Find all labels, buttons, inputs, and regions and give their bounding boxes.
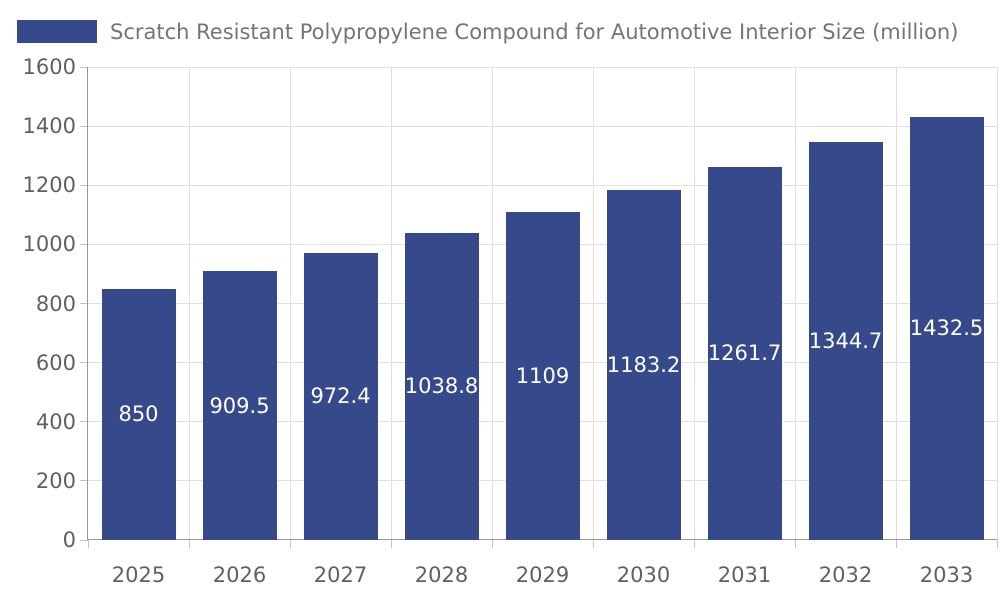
y-tick-label: 1400 [22, 114, 76, 139]
y-tick [80, 362, 88, 364]
x-gridline [491, 67, 493, 540]
x-tick [188, 540, 190, 548]
x-gridline [996, 67, 998, 540]
x-tick-label: 2031 [717, 563, 772, 587]
bar-value-label: 1038.8 [404, 374, 479, 399]
bar[interactable]: 909.5 [202, 271, 277, 540]
y-tick-label: 1600 [22, 55, 76, 79]
x-tick-label: 2025 [111, 563, 166, 587]
bar[interactable]: 1261.7 [707, 167, 782, 540]
x-tick-label: 2028 [414, 563, 469, 587]
x-gridline [794, 67, 796, 540]
x-tick [895, 540, 897, 548]
y-tick [80, 480, 88, 482]
y-tick-label: 1200 [22, 173, 76, 198]
x-tick-label: 2032 [818, 563, 873, 587]
bar-value-label: 1183.2 [606, 353, 681, 378]
y-tick-label: 0 [62, 528, 76, 552]
y-gridline [88, 184, 997, 186]
bar[interactable]: 1344.7 [808, 142, 883, 540]
x-tick-label: 2033 [919, 563, 974, 587]
x-tick [491, 540, 493, 548]
x-gridline [390, 67, 392, 540]
x-tick [996, 540, 998, 548]
y-tick [80, 243, 88, 245]
y-tick-label: 1000 [22, 232, 76, 257]
y-tick-label: 600 [35, 350, 76, 375]
x-gridline [895, 67, 897, 540]
x-tick [390, 540, 392, 548]
x-tick-label: 2027 [313, 563, 368, 587]
y-axis-line [87, 67, 88, 540]
x-tick [693, 540, 695, 548]
y-tick [80, 539, 88, 541]
x-gridline [289, 67, 291, 540]
y-tick [80, 421, 88, 423]
y-tick [80, 303, 88, 304]
bar-value-label: 1109 [515, 364, 570, 389]
y-tick-label: 400 [35, 409, 76, 434]
y-tick-label: 800 [35, 291, 76, 316]
y-tick [80, 184, 88, 186]
legend[interactable]: Scratch Resistant Polypropylene Compound… [17, 19, 959, 44]
y-gridline [88, 66, 997, 68]
x-tick [794, 540, 796, 548]
y-tick [80, 125, 88, 127]
bar[interactable]: 972.4 [303, 252, 378, 540]
x-gridline [188, 67, 190, 540]
x-gridline [592, 67, 594, 540]
bar-value-label: 972.4 [310, 384, 371, 409]
bar[interactable]: 850 [101, 288, 176, 540]
x-tick-label: 2026 [212, 563, 267, 587]
bar[interactable]: 1038.8 [404, 232, 479, 540]
y-tick [80, 66, 88, 68]
bar-value-label: 850 [118, 402, 159, 427]
chart-title: Scratch Resistant Polypropylene Compound… [110, 19, 959, 44]
bar[interactable]: 1432.5 [909, 116, 984, 540]
bar-value-label: 909.5 [209, 393, 270, 418]
bar[interactable]: 1183.2 [606, 190, 681, 540]
bar-value-label: 1261.7 [707, 341, 782, 366]
y-gridline [88, 125, 997, 127]
x-tick-label: 2029 [515, 563, 570, 587]
bar-value-label: 1432.5 [909, 316, 984, 341]
x-tick [592, 540, 594, 548]
bar[interactable]: 1109 [505, 212, 580, 540]
x-tick [289, 540, 291, 548]
y-tick-label: 200 [35, 468, 76, 493]
x-gridline [693, 67, 695, 540]
bar-value-label: 1344.7 [808, 329, 883, 354]
x-tick-label: 2030 [616, 563, 671, 587]
legend-swatch [17, 20, 97, 43]
x-tick [87, 540, 89, 548]
